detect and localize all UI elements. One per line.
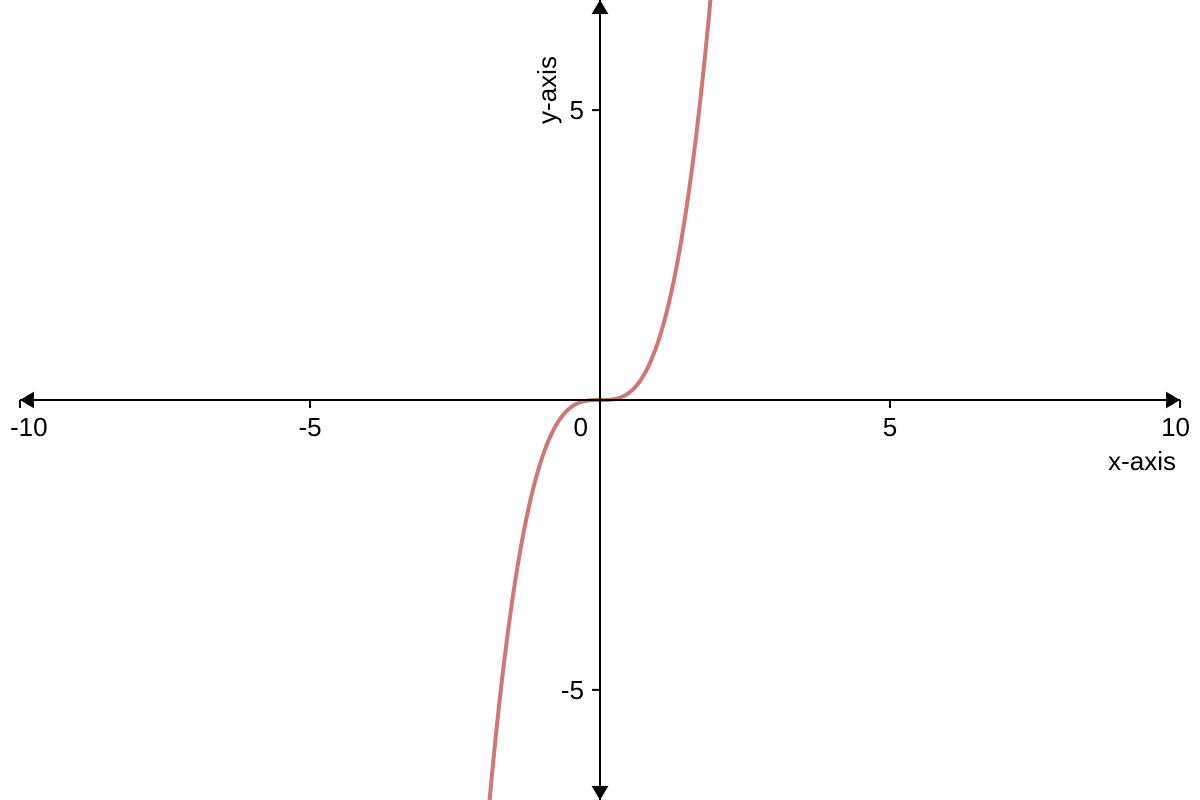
x-tick-label: -10	[10, 412, 48, 442]
y-tick-label: -5	[561, 675, 584, 705]
x-tick-label: -5	[298, 412, 321, 442]
x-tick-label: 5	[883, 412, 897, 442]
axis-arrow-down	[592, 786, 609, 800]
origin-label: 0	[574, 412, 588, 442]
y-tick-label: 5	[570, 95, 584, 125]
x-tick-label: 10	[1161, 412, 1190, 442]
axis-arrow-up	[592, 0, 609, 14]
y-axis-label: y-axis	[532, 56, 562, 124]
axis-arrow-right	[1166, 392, 1180, 409]
chart-svg: -10 -5 5 10 0 -5 5 x-axis y-axis	[0, 0, 1200, 800]
chart-container: -10 -5 5 10 0 -5 5 x-axis y-axis	[0, 0, 1200, 800]
axis-arrow-left	[20, 392, 34, 409]
x-axis-label: x-axis	[1108, 446, 1176, 476]
